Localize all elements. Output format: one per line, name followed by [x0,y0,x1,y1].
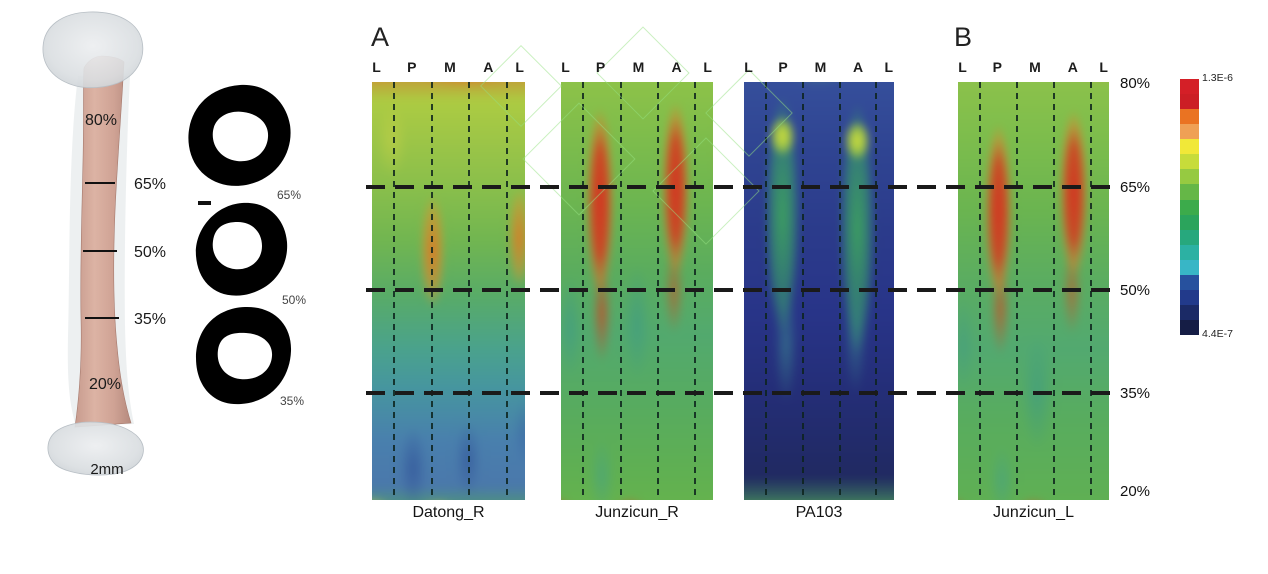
distal-epiphysis [47,421,144,476]
sector-label: A [1067,59,1078,75]
colorbar-swatch [1180,94,1199,110]
level-axis-35: 35% [1120,385,1151,402]
sector-label: M [814,59,827,75]
bone-level-80: 80% [85,112,117,129]
sector-label: P [595,59,606,75]
cross-section-65 [188,84,291,186]
level-50-dashed-line [366,288,1118,292]
colorbar-swatch [1180,199,1199,215]
colorbar-swatch [1180,109,1199,125]
sector-label: M [632,59,645,75]
colorbar-swatch [1180,304,1199,320]
colorbar-swatch [1180,214,1199,230]
colorbar-swatch [1180,229,1199,245]
colorbar-swatch [1180,184,1199,200]
sector-label: L [744,59,753,75]
cross-section-35-label: 35% [280,394,304,408]
sector-labels-pa103: L P M A L [744,59,894,75]
cross-section-35 [196,306,292,405]
sector-label: P [407,59,417,75]
cross-section-50 [195,202,288,296]
colorbar-swatch [1180,244,1199,260]
scale-bar-label: 2mm [90,461,123,476]
level-axis-50: 50% [1120,282,1151,299]
colorbar-min-label: 4.4E-7 [1202,328,1233,340]
cross-sections-figure: 65% 50% 35% [188,84,306,408]
colorbar-swatch [1180,320,1199,336]
colorbar-swatch [1180,124,1199,140]
sector-label: A [483,59,494,75]
caption-pa103: PA103 [795,504,843,521]
sector-label: A [852,59,864,75]
level-35-dashed-line [366,391,1118,395]
sector-label: L [884,59,894,75]
caption-datong-r: Datong_R [412,504,485,521]
humerus-bone-figure: 80% 65% 50% 35% 20% 2mm [42,11,166,476]
sector-label: P [778,59,788,75]
colorbar-swatches [1180,79,1199,336]
sector-label: M [1029,59,1041,75]
panel-a-label: A [371,22,390,52]
sector-label: L [1099,59,1108,75]
sector-label: P [992,59,1002,75]
sector-labels-datong-r: L P M A L [372,59,525,75]
colorbar-swatch [1180,259,1199,275]
colorbar-swatch [1180,289,1199,305]
level-axis-20: 20% [1120,483,1151,500]
bone-level-50: 50% [134,244,166,261]
level-65-dashed-line [366,185,1118,189]
cross-section-65-label: 65% [277,188,301,202]
colorbar-swatch [1180,154,1199,170]
colorbar-swatch [1180,79,1199,95]
sector-label: L [958,59,967,75]
sector-labels-junzicun-l: L P M A L [958,59,1109,75]
proximal-epiphysis [42,11,144,89]
bone-level-20: 20% [89,376,121,393]
bone-level-35: 35% [134,311,166,328]
colorbar-swatch [1180,169,1199,185]
colorbar-max-label: 1.3E-6 [1202,72,1233,84]
sector-label: L [372,59,381,75]
panel-b-label: B [954,22,973,52]
caption-junzicun-r: Junzicun_R [595,504,679,521]
sector-labels-junzicun-r: L P M A L [561,59,713,75]
micro-scale-bar [198,201,211,205]
sector-label: L [561,59,570,75]
colorbar-swatch [1180,274,1199,290]
sector-label: M [444,59,456,75]
level-axis-80: 80% [1120,75,1151,92]
sector-label: L [515,59,524,75]
colorbar-swatch [1180,139,1199,155]
level-axis-65: 65% [1120,179,1151,196]
cross-section-50-label: 50% [282,293,306,307]
bone-level-65: 65% [134,176,166,193]
sector-label: A [671,59,682,75]
sector-label: L [703,59,712,75]
caption-junzicun-l: Junzicun_L [993,504,1074,521]
